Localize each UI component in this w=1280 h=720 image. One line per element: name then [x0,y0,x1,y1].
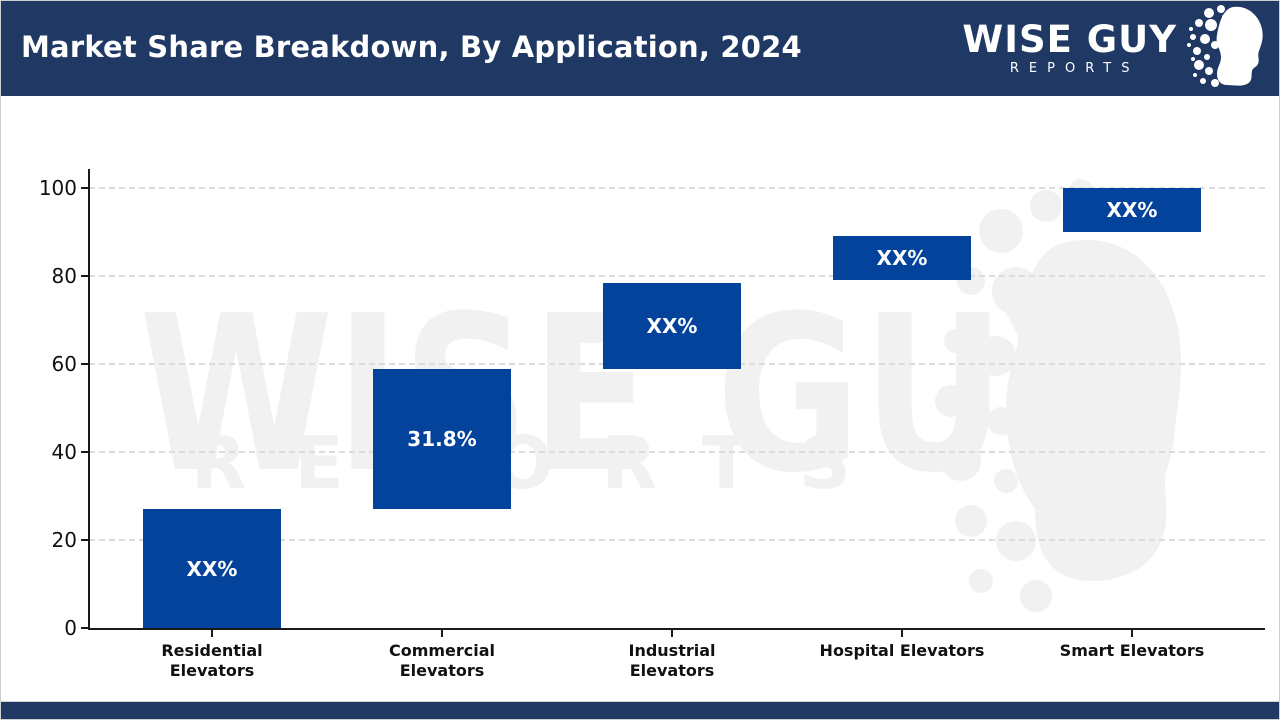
y-tick-label-20: 20 [51,528,77,552]
y-tick-mark-60 [81,363,89,365]
gridline-80 [89,275,1265,277]
logo-face-icon [1163,1,1267,97]
x-axis-label-line: Commercial [388,641,496,660]
y-tick-label-40: 40 [51,440,77,464]
y-tick-label-100: 100 [38,176,77,200]
x-axis-label-line: Elevators [169,661,255,680]
x-axis-label-residential-elevators: Residential Elevators [97,641,327,681]
x-axis-label-line: Elevators [399,661,485,680]
x-tick-mark-residential-elevators [211,629,213,637]
bar-commercial-elevators: 31.8% [373,369,511,510]
logo-text: WISE GUY REPORTS [962,18,1177,76]
bar-value-label-industrial-elevators: XX% [646,313,698,338]
watermark-face-icon [881,151,1191,635]
bottom-border-line [1,701,1279,702]
wise-guy-reports-logo: WISE GUY REPORTS [962,1,1267,97]
x-tick-mark-smart-elevators [1131,629,1133,637]
y-tick-label-80: 80 [51,264,77,288]
gridline-40 [89,451,1265,453]
bar-value-label-hospital-elevators: XX% [876,246,928,271]
y-tick-label-0: 0 [64,616,77,640]
footer-bar [1,702,1279,719]
y-tick-mark-0 [81,627,89,629]
gridline-20 [89,539,1265,541]
logo-subtitle: REPORTS [1009,60,1140,76]
bar-industrial-elevators: XX% [603,282,741,370]
y-tick-mark-20 [81,539,89,541]
x-axis-label-line: Hospital Elevators [819,641,985,660]
logo-wordmark: WISE GUY [962,18,1177,62]
y-tick-mark-80 [81,275,89,277]
y-tick-mark-40 [81,451,89,453]
x-axis-line [88,628,1265,630]
x-axis-label-hospital-elevators: Hospital Elevators [787,641,1017,661]
x-axis-label-commercial-elevators: Commercial Elevators [327,641,557,681]
gridline-100 [89,187,1265,189]
chart-header: Market Share Breakdown, By Application, … [1,1,1279,97]
x-tick-mark-commercial-elevators [441,629,443,637]
bar-hospital-elevators: XX% [833,236,971,281]
x-axis-label-industrial-elevators: Industrial Elevators [557,641,787,681]
y-axis-line [88,169,90,629]
x-axis-label-smart-elevators: Smart Elevators [1017,641,1247,661]
x-tick-mark-industrial-elevators [671,629,673,637]
bar-value-label-residential-elevators: XX% [186,556,238,581]
bar-value-label-smart-elevators: XX% [1106,198,1158,222]
watermark-reports: REPORTS [191,421,899,505]
bar-residential-elevators: XX% [143,509,281,628]
x-axis-label-line: Residential [161,641,263,660]
y-tick-mark-100 [81,187,89,189]
x-axis-label-line: Elevators [629,661,715,680]
chart-title: Market Share Breakdown, By Application, … [21,29,802,64]
x-axis-label-line: Smart Elevators [1059,641,1205,660]
bar-value-label-commercial-elevators: 31.8% [407,427,477,452]
x-axis-label-line: Industrial [628,641,716,660]
x-tick-mark-hospital-elevators [901,629,903,637]
y-tick-label-60: 60 [51,352,77,376]
bar-smart-elevators: XX% [1063,188,1201,232]
